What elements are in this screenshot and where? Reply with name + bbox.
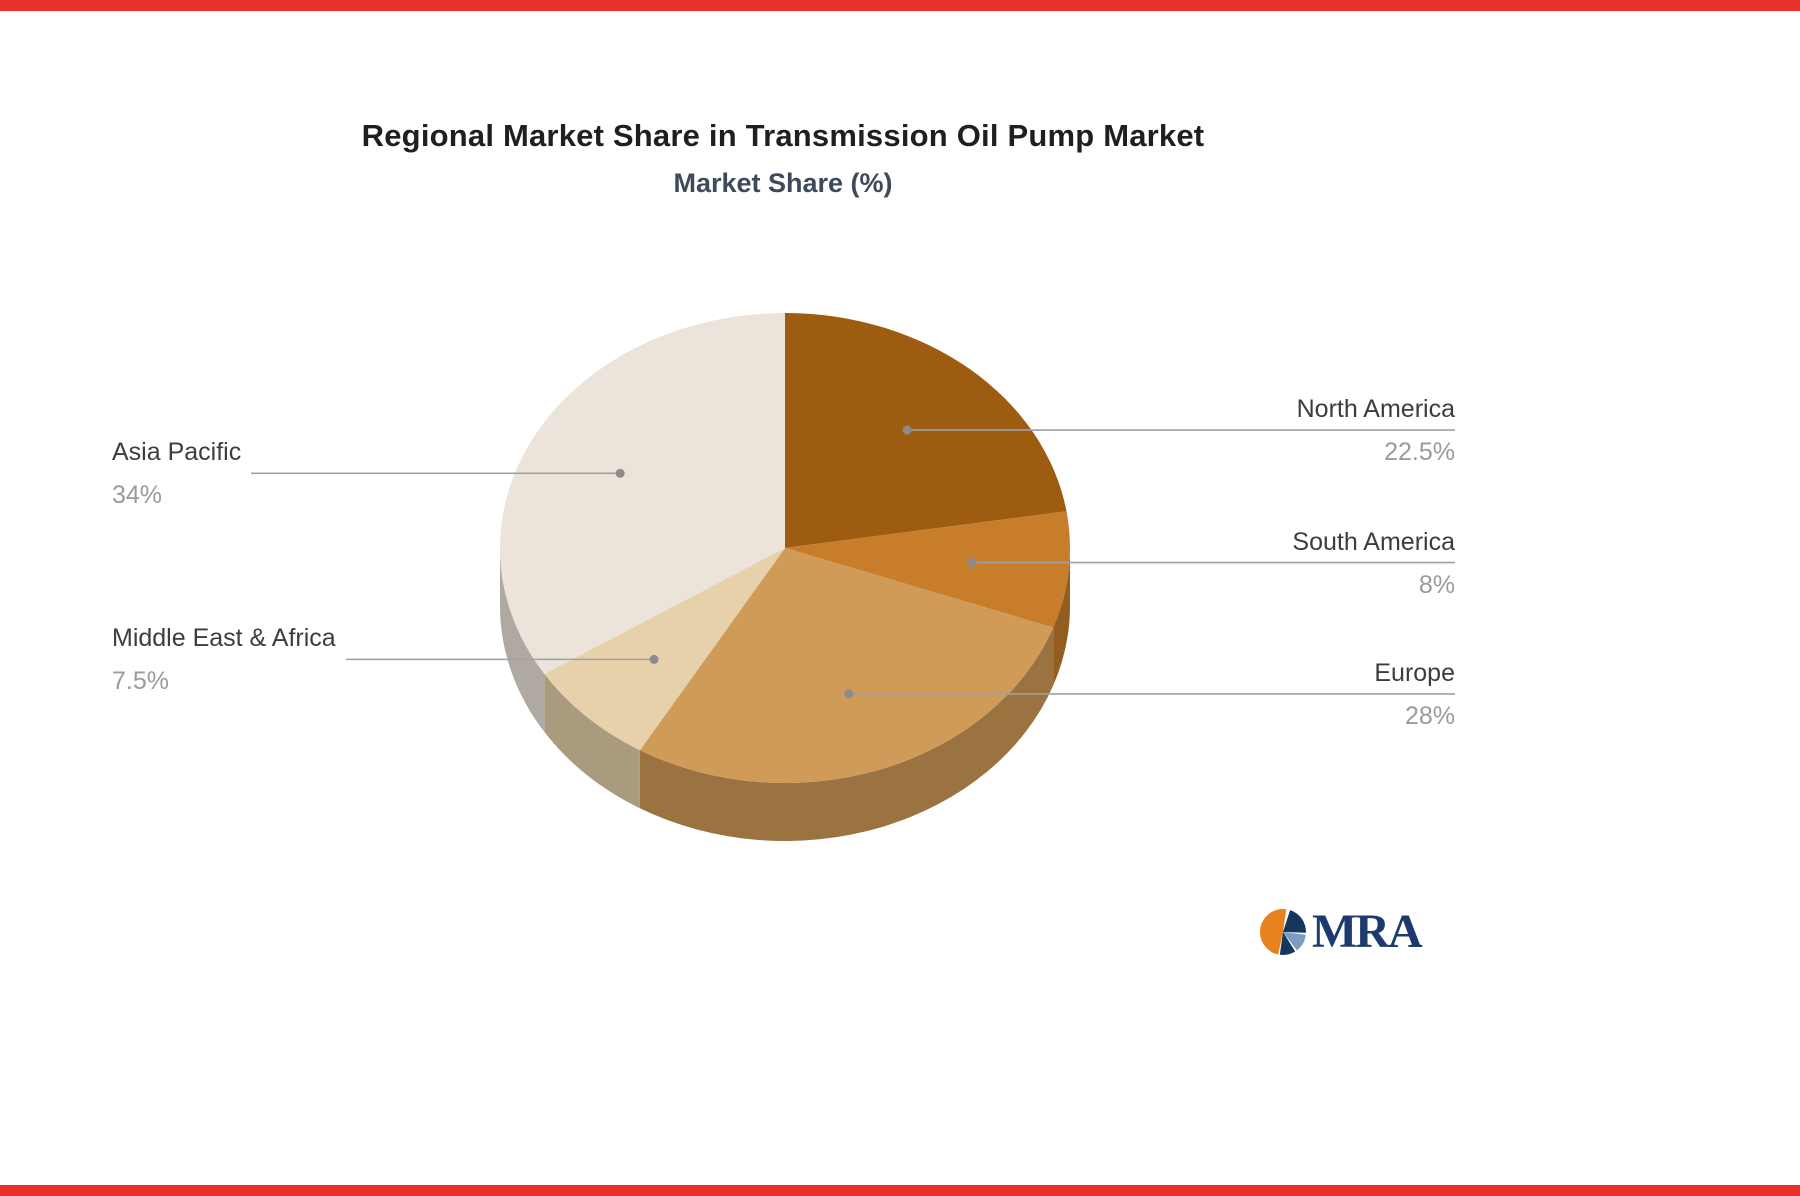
brand-logo-text: MRA [1312, 905, 1423, 958]
pie-slice-asia-pacific[interactable] [500, 313, 785, 674]
logo-steel-right-wedge [1283, 932, 1306, 951]
connector-dot-middle-east-africa [649, 654, 659, 664]
pie-slice-side-europe [639, 627, 1054, 841]
slice-value-europe: 28% [1404, 701, 1455, 730]
slice-value-south-america: 8% [1418, 570, 1455, 599]
brand-pie-icon [1260, 909, 1306, 955]
chart-title: Regional Market Share in Transmission Oi… [361, 118, 1205, 153]
logo-orange-wedge [1260, 909, 1287, 955]
pie-slice-middle-east-africa[interactable] [544, 548, 785, 751]
slice-label-middle-east-africa: Middle East & Africa [112, 624, 336, 653]
pie-slice-side-south-america [1053, 548, 1070, 686]
slice-label-europe: Europe [1374, 658, 1455, 687]
slice-value-asia-pacific: 34% [112, 481, 163, 510]
connector-dot-asia-pacific [615, 468, 625, 478]
pie-slice-side-asia-pacific [500, 548, 545, 732]
brand-logo: MRA [1258, 902, 1423, 962]
slice-label-south-america: South America [1292, 527, 1455, 556]
logo-navy-bottom-wedge [1279, 932, 1296, 955]
connector-dot-europe [844, 689, 854, 699]
pie-slice-side-middle-east-africa [544, 673, 640, 809]
chart-subtitle: Market Share (%) [673, 168, 893, 198]
pie-slice-south-america[interactable] [785, 511, 1071, 628]
pie-slice-europe[interactable] [639, 548, 1054, 783]
slice-label-north-america: North America [1296, 395, 1455, 424]
slice-value-middle-east-africa: 7.5% [112, 667, 169, 696]
logo-navy-top-wedge [1283, 910, 1306, 933]
top-accent-bar [0, 0, 1800, 11]
slice-label-asia-pacific: Asia Pacific [112, 438, 242, 467]
connector-dot-south-america [967, 558, 977, 568]
connector-dot-north-america [902, 425, 912, 435]
slice-value-north-america: 22.5% [1384, 438, 1455, 467]
bottom-accent-bar [0, 1185, 1800, 1196]
